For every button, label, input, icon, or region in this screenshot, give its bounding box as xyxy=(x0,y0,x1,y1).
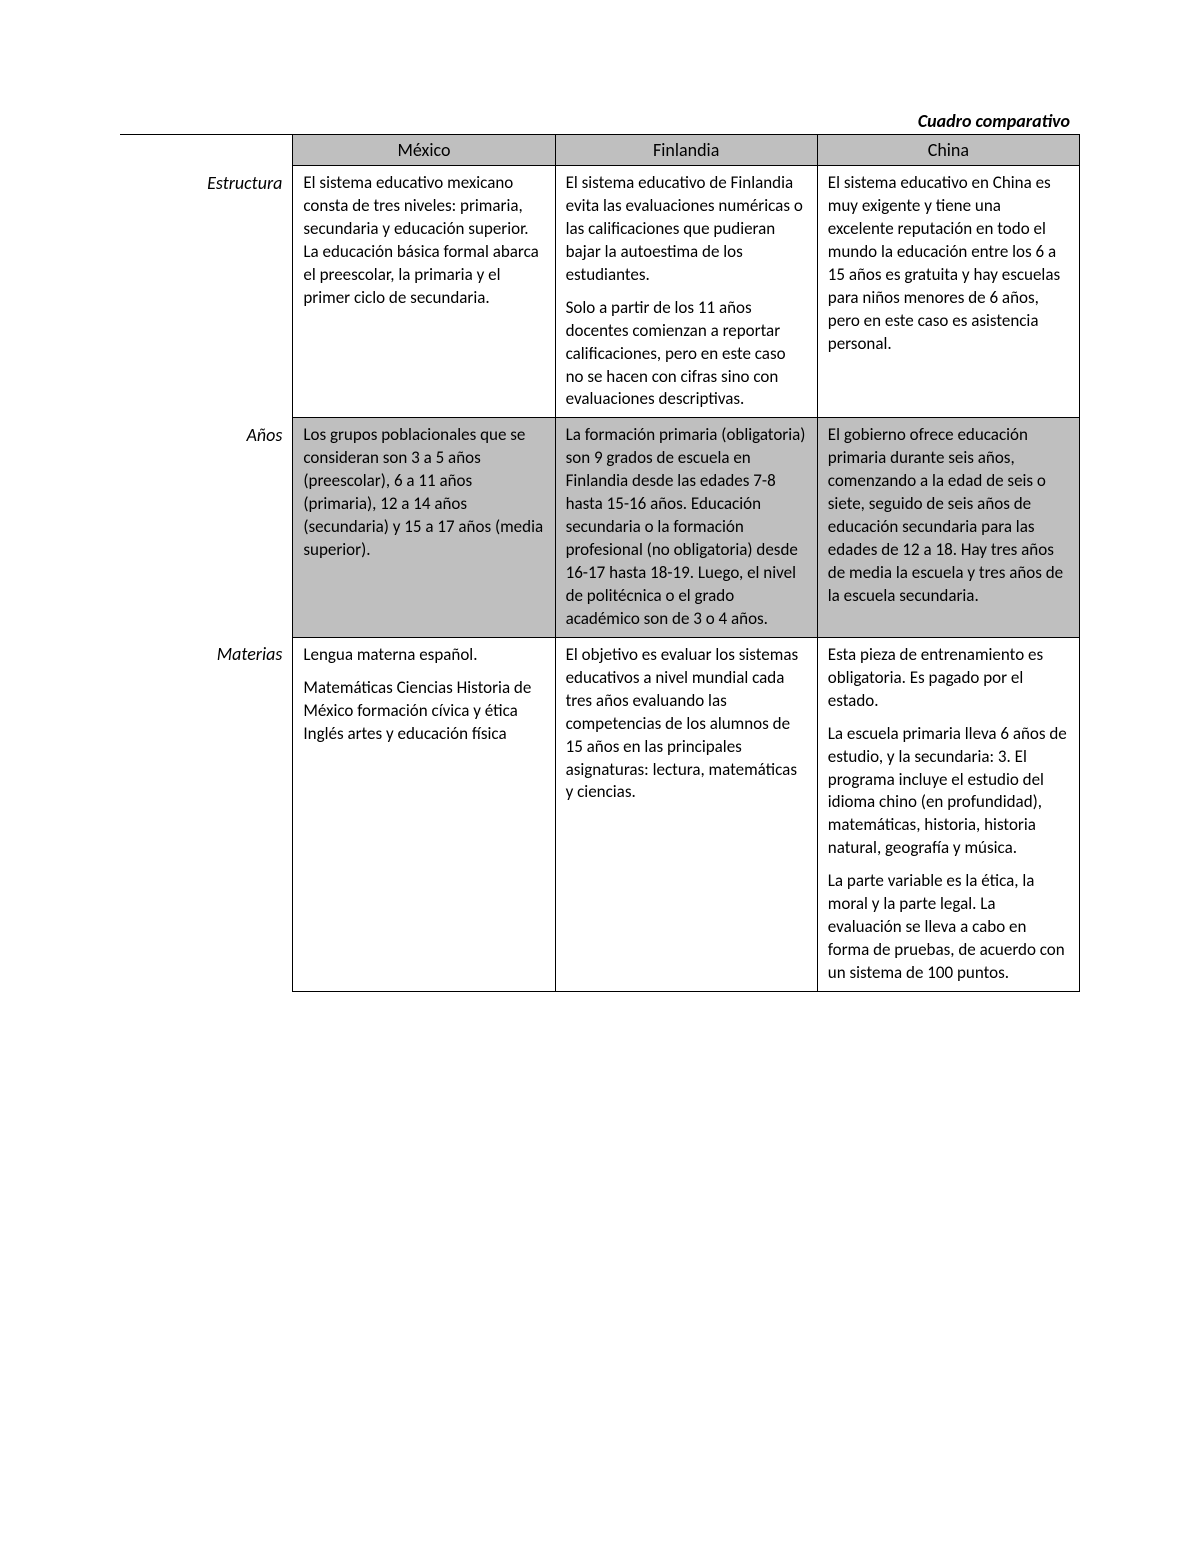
cell-paragraph: Matemáticas Ciencias Historia de México … xyxy=(303,677,544,746)
table-cell: Lengua materna español. Matemáticas Cienc… xyxy=(293,637,555,991)
cell-paragraph: Lengua materna español. xyxy=(303,644,544,667)
cell-paragraph: El gobierno ofrece educación primaria du… xyxy=(828,424,1069,608)
table-cell: Esta pieza de entrenamiento es obligator… xyxy=(817,637,1079,991)
table-cell: La formación primaria (obligatoria) son … xyxy=(555,418,817,637)
cell-paragraph: La escuela primaria lleva 6 años de estu… xyxy=(828,723,1069,861)
table-row: EstructuraEl sistema educativo mexicano … xyxy=(120,166,1080,418)
table-cell: El gobierno ofrece educación primaria du… xyxy=(817,418,1079,637)
document-page: Cuadro comparativo México Finlandia Chin… xyxy=(0,0,1200,1052)
cell-paragraph: Solo a partir de los 11 años docentes co… xyxy=(566,297,807,412)
cell-paragraph: Esta pieza de entrenamiento es obligator… xyxy=(828,644,1069,713)
row-label: Estructura xyxy=(120,166,293,418)
header-blank xyxy=(120,135,293,166)
table-row: AñosLos grupos poblacionales que se cons… xyxy=(120,418,1080,637)
column-header: México xyxy=(293,135,555,166)
row-label: Materias xyxy=(120,637,293,991)
column-header: China xyxy=(817,135,1079,166)
cell-paragraph: El sistema educativo mexicano consta de … xyxy=(303,172,544,310)
cell-paragraph: La parte variable es la ética, la moral … xyxy=(828,870,1069,985)
cell-paragraph: La formación primaria (obligatoria) son … xyxy=(566,424,807,630)
cell-paragraph: Los grupos poblacionales que se consider… xyxy=(303,424,544,562)
comparison-table: México Finlandia China EstructuraEl sist… xyxy=(120,134,1080,992)
column-header: Finlandia xyxy=(555,135,817,166)
table-body: EstructuraEl sistema educativo mexicano … xyxy=(120,166,1080,992)
table-cell: El sistema educativo de Finlandia evita … xyxy=(555,166,817,418)
table-header: México Finlandia China xyxy=(120,135,1080,166)
page-title: Cuadro comparativo xyxy=(120,110,1080,132)
row-label: Años xyxy=(120,418,293,637)
table-row: Materias Lengua materna español. Matemátic… xyxy=(120,637,1080,991)
cell-paragraph: El sistema educativo en China es muy exi… xyxy=(828,172,1069,356)
table-cell: El sistema educativo en China es muy exi… xyxy=(817,166,1079,418)
table-cell: El sistema educativo mexicano consta de … xyxy=(293,166,555,418)
table-cell: Los grupos poblacionales que se consider… xyxy=(293,418,555,637)
table-cell: El objetivo es evaluar los sistemas educ… xyxy=(555,637,817,991)
cell-paragraph: El objetivo es evaluar los sistemas educ… xyxy=(566,644,807,805)
cell-paragraph: El sistema educativo de Finlandia evita … xyxy=(566,172,807,287)
